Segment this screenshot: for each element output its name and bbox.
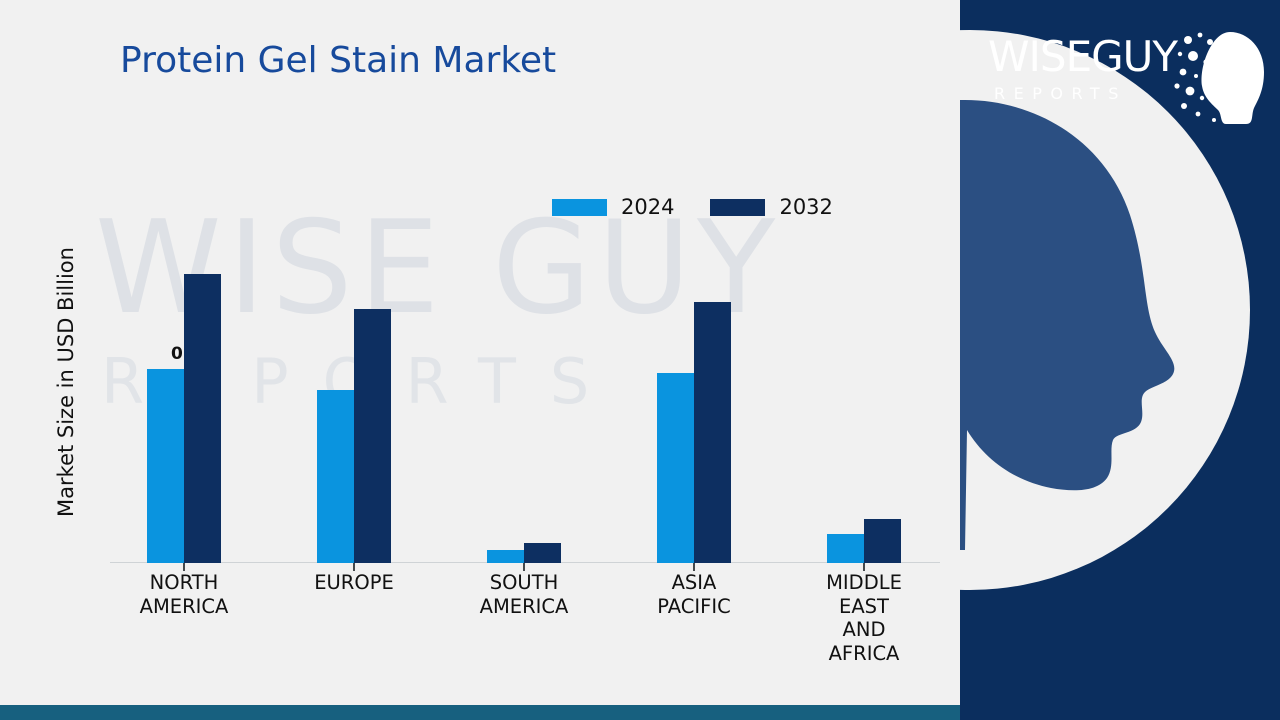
brand-panel	[960, 0, 1280, 720]
bar-pair	[657, 302, 731, 563]
bar-pair	[487, 542, 561, 563]
bar-pair	[317, 309, 391, 563]
bar-2024[interactable]	[827, 534, 864, 563]
axis-tick	[523, 563, 525, 571]
page-title: Protein Gel Stain Market	[120, 40, 557, 81]
legend-swatch-2024	[552, 198, 607, 216]
logo-wordmark: WISEGUY	[988, 32, 1178, 81]
bar-2032[interactable]	[524, 542, 561, 563]
category-label: MIDDLE EAST AND AFRICA	[826, 571, 902, 665]
bar-group: MIDDLE EAST AND AFRICA	[826, 180, 902, 665]
chart-legend: 2024 2032	[552, 195, 833, 219]
bar-pair	[147, 274, 221, 563]
bar-group: SOUTH AMERICA	[480, 180, 568, 618]
legend-label-2032: 2032	[779, 195, 833, 219]
legend-item-2032[interactable]: 2032	[710, 195, 833, 219]
category-label: NORTH AMERICA	[139, 571, 229, 618]
bar-chart: Market Size in USD Billion 2024 2032 0.5…	[54, 180, 940, 665]
bar-group: ASIA PACIFIC	[657, 180, 731, 618]
bar-group: EUROPE	[314, 180, 394, 594]
axis-tick	[693, 563, 695, 571]
head-silhouette-icon	[960, 100, 1175, 550]
bar-2024[interactable]	[147, 369, 184, 563]
brand-logo: WISEGUY REPORTS	[988, 32, 1264, 124]
legend-swatch-2032	[710, 198, 766, 216]
logo-dotted-head-icon	[1174, 32, 1264, 124]
legend-label-2024: 2024	[621, 195, 675, 219]
axis-tick	[183, 563, 185, 571]
bar-group: 0.55NORTH AMERICA	[140, 180, 228, 618]
category-label: ASIA PACIFIC	[657, 571, 731, 618]
bar-2032[interactable]	[864, 519, 901, 563]
axis-tick	[353, 563, 355, 571]
bar-2032[interactable]	[354, 309, 391, 563]
bar-2024[interactable]	[657, 372, 694, 563]
plot-area: 0.55NORTH AMERICA EUROPE SOUTH AMERICA ASIA…	[110, 180, 940, 665]
legend-item-2024[interactable]: 2024	[552, 195, 674, 219]
bottom-accent-bar	[0, 705, 960, 720]
bar-2024[interactable]	[487, 549, 524, 563]
bar-2024[interactable]	[317, 390, 354, 563]
y-axis-label: Market Size in USD Billion	[54, 247, 78, 517]
logo-subtitle: REPORTS	[994, 84, 1127, 103]
bar-2032[interactable]	[694, 302, 731, 563]
category-label: SOUTH AMERICA	[479, 571, 569, 618]
category-label: EUROPE	[314, 571, 394, 594]
axis-tick	[863, 563, 865, 571]
bar-pair	[827, 519, 901, 563]
bar-2032[interactable]	[184, 274, 221, 563]
